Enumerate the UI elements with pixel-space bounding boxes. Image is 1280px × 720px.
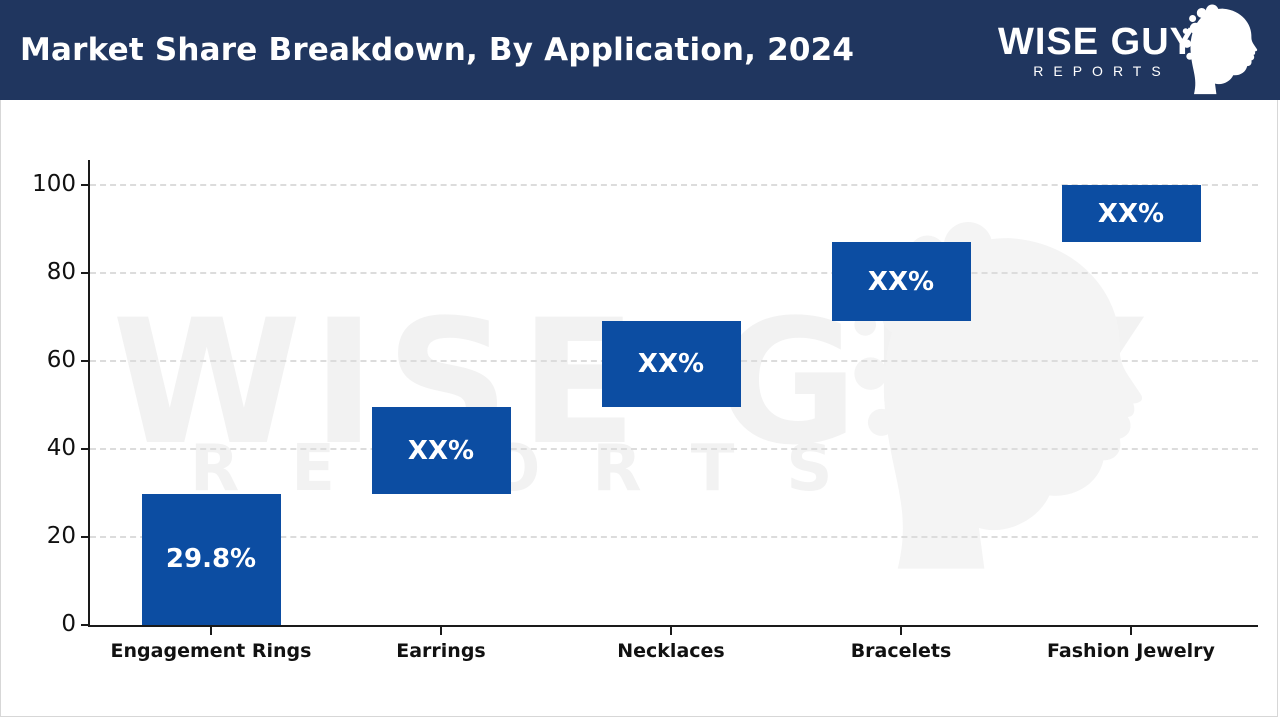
y-axis-tickmark <box>81 360 90 362</box>
bar-engagement-rings: 29.8% <box>141 493 281 625</box>
watermark-subtitle: REPORTS <box>190 432 885 506</box>
logo-text: WISE GUY REPORTS <box>998 23 1196 78</box>
bar-value-label: XX% <box>867 266 935 297</box>
y-axis-tickmark <box>81 536 90 538</box>
x-axis-tickmark <box>210 627 212 635</box>
x-axis-tickmark <box>1130 627 1132 635</box>
bar-value-label: 29.8% <box>165 544 257 575</box>
x-axis-label: Engagement Rings <box>110 640 312 662</box>
y-axis-tick-label: 0 <box>61 611 76 637</box>
x-axis-label: Necklaces <box>617 640 725 662</box>
x-axis-tickmark <box>900 627 902 635</box>
logo-subtitle: REPORTS <box>1033 62 1171 79</box>
gridline <box>90 184 1258 186</box>
bar-value-label: XX% <box>1097 198 1165 229</box>
y-axis-tick-label: 80 <box>46 259 76 285</box>
y-axis-tickmark <box>81 624 90 626</box>
header: Market Share Breakdown, By Application, … <box>0 0 1280 100</box>
page-title: Market Share Breakdown, By Application, … <box>20 32 855 68</box>
logo-face-icon <box>1180 4 1264 96</box>
y-axis-tick-label: 60 <box>46 347 76 373</box>
x-axis-line <box>88 625 1258 627</box>
bar-bracelets: XX% <box>831 242 971 322</box>
wise-guy-logo: WISE GUY REPORTS <box>998 4 1264 96</box>
x-axis-tickmark <box>440 627 442 635</box>
y-axis-tick-label: 20 <box>46 523 76 549</box>
y-axis-line <box>88 160 90 627</box>
x-axis-label: Earrings <box>396 640 486 662</box>
gridline <box>90 448 1258 450</box>
bar-value-label: XX% <box>407 435 475 466</box>
bar-earrings: XX% <box>371 407 511 494</box>
bar-value-label: XX% <box>637 349 705 380</box>
x-axis-label: Bracelets <box>850 640 952 662</box>
y-axis-tick-label: 100 <box>32 171 76 197</box>
y-axis-tickmark <box>81 272 90 274</box>
gridline <box>90 272 1258 274</box>
x-axis-label: Fashion Jewelry <box>1047 640 1215 662</box>
y-axis-tickmark <box>81 184 90 186</box>
x-axis-tickmark <box>670 627 672 635</box>
bar-fashion-jewelry: XX% <box>1061 185 1201 243</box>
logo-wordmark: WISE GUY <box>997 20 1196 63</box>
bar-necklaces: XX% <box>601 321 741 408</box>
y-axis-tickmark <box>81 448 90 450</box>
gridline <box>90 536 1258 538</box>
y-axis-tick-label: 40 <box>46 435 76 461</box>
